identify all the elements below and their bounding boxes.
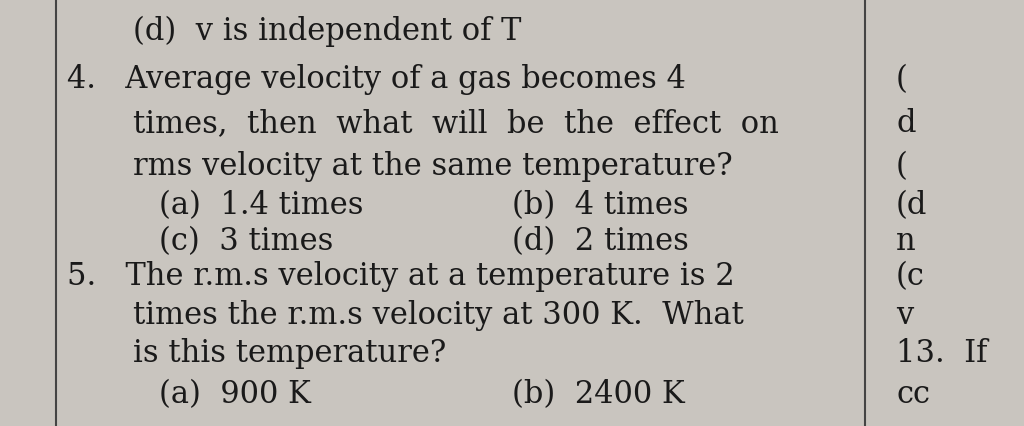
Text: (d: (d — [896, 190, 928, 221]
Text: d: d — [896, 108, 915, 139]
Text: (c: (c — [896, 261, 925, 292]
Text: (d)  2 times: (d) 2 times — [512, 227, 689, 257]
Text: (a)  1.4 times: (a) 1.4 times — [159, 190, 364, 221]
Text: (c)  3 times: (c) 3 times — [159, 227, 333, 257]
Text: (b)  2400 K: (b) 2400 K — [512, 379, 685, 410]
Text: cc: cc — [896, 379, 930, 410]
Text: n: n — [896, 227, 915, 257]
Text: (: ( — [896, 64, 908, 95]
Text: v: v — [896, 300, 913, 331]
Text: (: ( — [896, 151, 908, 182]
Text: 5.   The r.m.s velocity at a temperature is 2: 5. The r.m.s velocity at a temperature i… — [67, 261, 734, 292]
Text: times the r.m.s velocity at 300 K.  What: times the r.m.s velocity at 300 K. What — [133, 300, 743, 331]
Text: rms velocity at the same temperature?: rms velocity at the same temperature? — [133, 151, 733, 182]
Text: (a)  900 K: (a) 900 K — [159, 379, 310, 410]
Text: is this temperature?: is this temperature? — [133, 338, 446, 369]
Text: (b)  4 times: (b) 4 times — [512, 190, 688, 221]
Text: (d)  v is independent of T: (d) v is independent of T — [133, 16, 521, 47]
Text: 4.   Average velocity of a gas becomes 4: 4. Average velocity of a gas becomes 4 — [67, 64, 685, 95]
Text: times,  then  what  will  be  the  effect  on: times, then what will be the effect on — [133, 108, 779, 139]
Text: 13.  If: 13. If — [896, 338, 987, 369]
